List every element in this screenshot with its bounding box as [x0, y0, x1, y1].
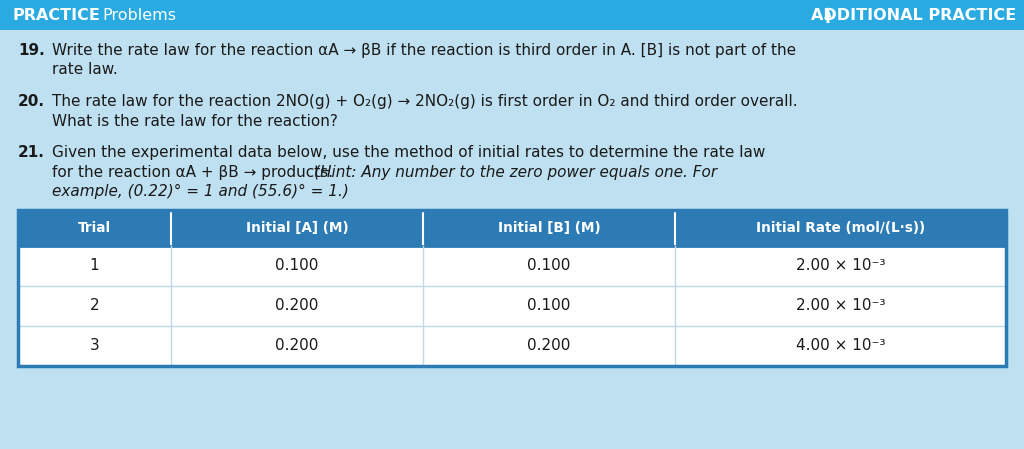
Text: 3: 3 [90, 339, 99, 353]
Text: Initial [B] (M): Initial [B] (M) [498, 221, 600, 235]
Text: (Hint: Any number to the zero power equals one. For: (Hint: Any number to the zero power equa… [314, 164, 717, 180]
Text: Write the rate law for the reaction αA → βB if the reaction is third order in A.: Write the rate law for the reaction αA →… [52, 43, 796, 58]
Text: 2: 2 [90, 299, 99, 313]
Bar [0, 0, 1024, 30]
Text: for the reaction αA + βB → products.: for the reaction αA + βB → products. [52, 164, 338, 180]
Text: 2.00 × 10⁻³: 2.00 × 10⁻³ [796, 259, 886, 273]
Text: example, (0.22)° = 1 and (55.6)° = 1.): example, (0.22)° = 1 and (55.6)° = 1.) [52, 184, 349, 199]
Text: 0.100: 0.100 [275, 259, 318, 273]
Bar [18, 210, 1006, 246]
Text: 0.100: 0.100 [527, 299, 570, 313]
Bar [18, 210, 1006, 366]
Text: ADDITIONAL PRACTICE: ADDITIONAL PRACTICE [811, 8, 1016, 22]
Text: rate law.: rate law. [52, 62, 118, 78]
Text: 21.: 21. [18, 145, 45, 160]
Polygon shape [824, 7, 831, 23]
Text: 0.200: 0.200 [275, 299, 318, 313]
Text: Initial Rate (mol/(L·s)): Initial Rate (mol/(L·s)) [756, 221, 925, 235]
Text: What is the rate law for the reaction?: What is the rate law for the reaction? [52, 114, 338, 128]
Text: 0.200: 0.200 [527, 339, 570, 353]
Text: 1: 1 [90, 259, 99, 273]
Bar [18, 210, 1006, 366]
Text: 19.: 19. [18, 43, 45, 58]
Text: 0.100: 0.100 [527, 259, 570, 273]
Text: 20.: 20. [18, 94, 45, 109]
Text: The rate law for the reaction 2NO(g) + O₂(g) → 2NO₂(g) is first order in O₂ and : The rate law for the reaction 2NO(g) + O… [52, 94, 798, 109]
Text: 2.00 × 10⁻³: 2.00 × 10⁻³ [796, 299, 886, 313]
Text: PRACTICE: PRACTICE [12, 8, 100, 22]
Text: Initial [A] (M): Initial [A] (M) [246, 221, 348, 235]
Text: Problems: Problems [102, 8, 176, 22]
Text: 0.200: 0.200 [275, 339, 318, 353]
Text: Trial: Trial [78, 221, 112, 235]
Text: 4.00 × 10⁻³: 4.00 × 10⁻³ [796, 339, 886, 353]
Text: Given the experimental data below, use the method of initial rates to determine : Given the experimental data below, use t… [52, 145, 765, 160]
